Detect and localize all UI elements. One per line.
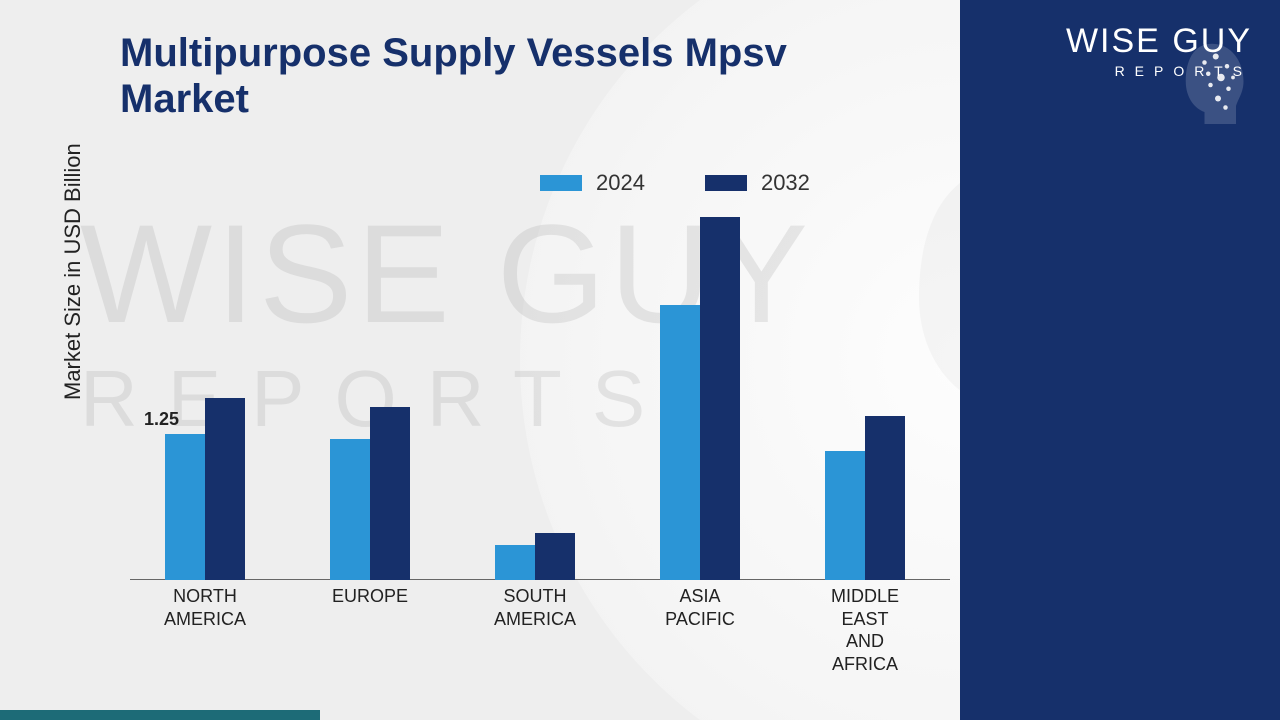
bar-value-label: 1.25 [144,409,179,430]
bar-2032 [205,398,245,580]
logo-word-wise: WISE [1066,22,1161,60]
bar-chart: 1.25 [130,205,950,580]
legend: 2024 2032 [540,170,810,196]
category-label: MIDDLEEASTANDAFRICA [795,585,935,675]
category-label: NORTHAMERICA [135,585,275,630]
bar-group [480,533,590,580]
category-labels: NORTHAMERICA EUROPE SOUTHAMERICA ASIAPACIFI… [130,585,950,705]
category-label: SOUTHAMERICA [465,585,605,630]
bar-2024 [165,434,205,580]
y-axis-label: Market Size in USD Billion [60,143,86,400]
bar-2024 [330,439,370,580]
bottom-accent-strip [0,710,320,720]
bar-group [315,407,425,580]
bar-2024 [825,451,865,580]
bar-2032 [700,217,740,580]
legend-item-2032: 2032 [705,170,810,196]
bar-2032 [535,533,575,580]
category-label: EUROPE [300,585,440,608]
legend-swatch-2032 [705,175,747,191]
legend-swatch-2024 [540,175,582,191]
legend-item-2024: 2024 [540,170,645,196]
legend-label-2024: 2024 [596,170,645,196]
bar-2024 [660,305,700,580]
bar-2032 [865,416,905,580]
chart-title: Multipurpose Supply Vessels Mpsv Market [120,30,860,122]
bar-2024 [495,545,535,580]
legend-label-2032: 2032 [761,170,810,196]
bar-group [645,217,755,580]
bar-2032 [370,407,410,580]
bar-group [810,416,920,580]
brand-head-icon [1172,40,1252,130]
page-root: WISE GUY REPORTS WISE GUY REPORTS Multip… [0,0,1280,720]
category-label: ASIAPACIFIC [630,585,770,630]
brand-logo: WISE GUY REPORTS [1066,22,1252,79]
